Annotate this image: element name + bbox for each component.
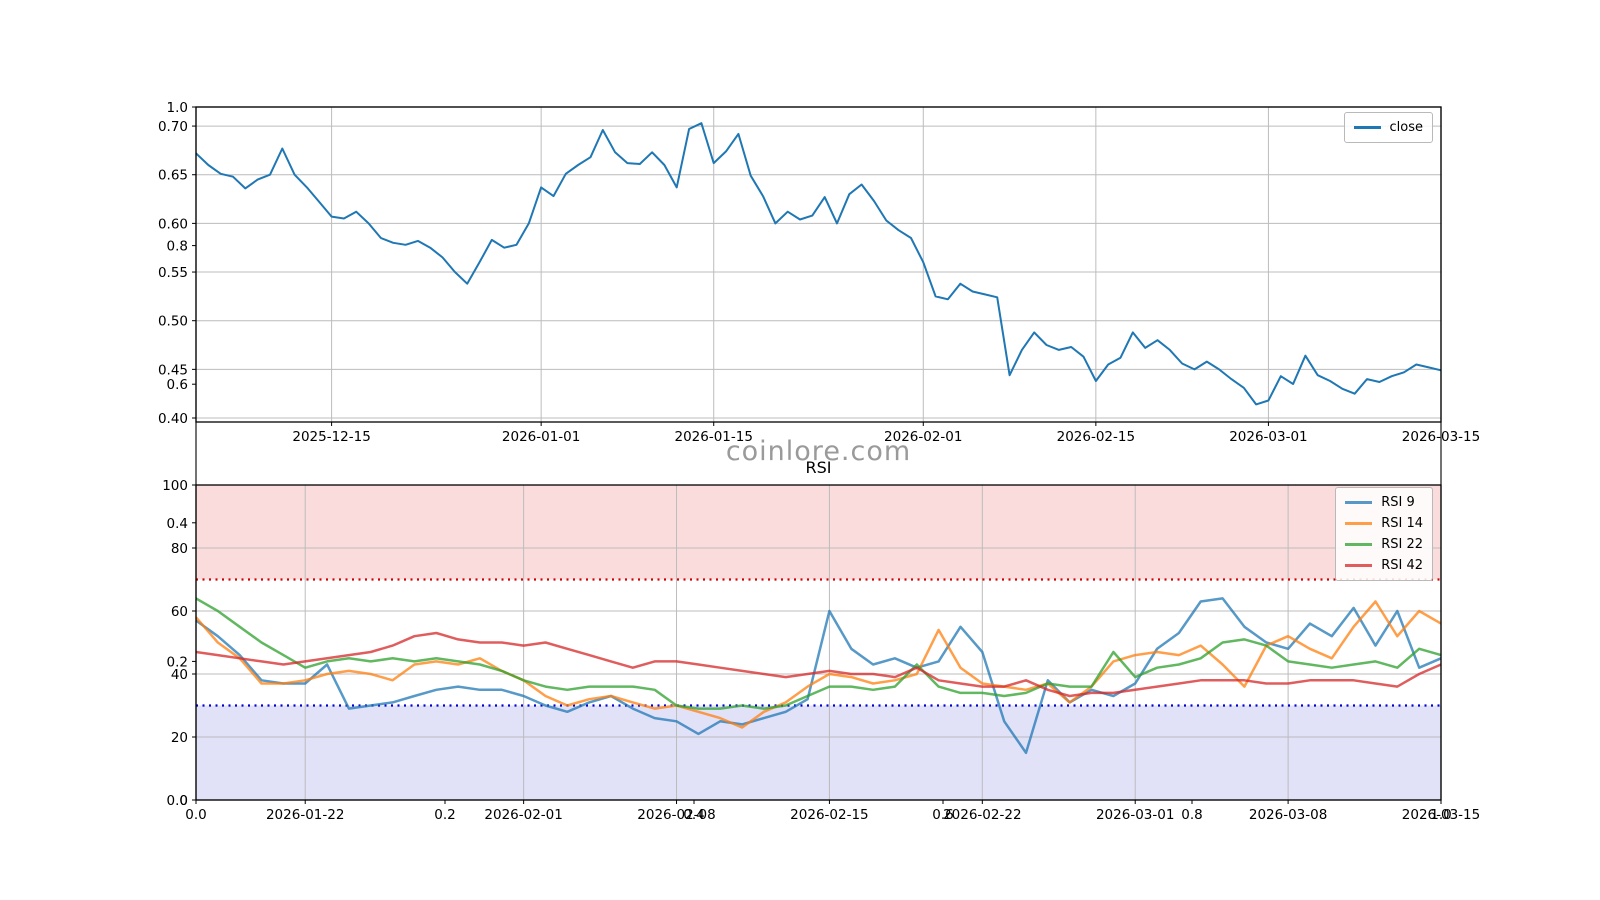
overbought-band <box>196 485 1441 580</box>
rsi-y-tick-label: 80 <box>171 541 188 557</box>
rsi-y-tick-label: 0 <box>179 793 188 809</box>
overlay-x-tick-label: 0.4 <box>683 807 704 823</box>
overlay-y-tick-label: 0.0 <box>167 793 188 809</box>
price-x-tick-label: 2026-02-15 <box>1057 429 1135 445</box>
price-y-tick-label: 0.60 <box>158 216 188 232</box>
rsi-9-line <box>195 597 1442 755</box>
rsi-y-tick-label: 20 <box>171 730 188 746</box>
price-x-tick-label: 2025-12-15 <box>292 429 370 445</box>
price-y-tick-label: 0.45 <box>158 362 188 378</box>
rsi-x-tick-label: 2026-01-22 <box>266 807 344 823</box>
rsi-x-tick-label: 2026-02-15 <box>790 807 868 823</box>
rsi-chart-area: 2026-01-22 2026-02-01 2026-02-08 2026-02-15… <box>162 478 1480 823</box>
price-axes-frame <box>195 106 1442 423</box>
overlay-y-tick-label: 0.6 <box>167 377 188 393</box>
price-y-tick-label: 0.50 <box>158 314 188 330</box>
price-x-tick-label: 2026-02-01 <box>884 429 962 445</box>
overlay-x-tick-label: 0.2 <box>434 807 455 823</box>
rsi-y-tick-label: 100 <box>162 478 188 494</box>
rsi-x-tick-label: 2026-03-01 <box>1096 807 1174 823</box>
close-line <box>195 122 1442 406</box>
rsi-42-legend-line-icon <box>1345 564 1373 567</box>
close-legend-line-icon <box>1353 126 1381 129</box>
rsi-22-legend-line-icon <box>1345 543 1373 546</box>
overlay-axes-frame <box>195 106 1442 801</box>
legend-entry: RSI 22 <box>1345 534 1423 555</box>
rsi-14-legend-line-icon <box>1345 522 1373 525</box>
rsi-y-tick-label: 40 <box>171 667 188 683</box>
price-y-tick-label: 0.65 <box>158 168 188 184</box>
oversold-band <box>196 705 1441 800</box>
legend-entry: RSI 9 <box>1345 492 1423 513</box>
rsi-22-line <box>195 597 1442 710</box>
legend-entry: RSI 14 <box>1345 513 1423 534</box>
overlay-x-tick-label: 0.6 <box>932 807 953 823</box>
legend-entry: close <box>1353 117 1423 138</box>
rsi-x-tick-label: 2026-02-22 <box>943 807 1021 823</box>
rsi-42-line <box>195 631 1442 698</box>
rsi-chart-title: RSI <box>805 458 832 477</box>
price-y-tick-label: 0.55 <box>158 265 188 281</box>
price-x-tick-label: 2026-03-01 <box>1229 429 1307 445</box>
legend-label: RSI 22 <box>1381 537 1423 552</box>
legend-label: RSI 42 <box>1381 558 1423 573</box>
overlay-x-tick-label: 0.0 <box>185 807 206 823</box>
rsi-9-legend-line-icon <box>1345 501 1373 504</box>
rsi-y-tick-label: 60 <box>171 604 188 620</box>
rsi-x-tick-label: 2026-02-01 <box>484 807 562 823</box>
rsi-x-tick-label: 2026-03-15 <box>1402 807 1480 823</box>
price-chart-area: 2025-12-15 2026-01-01 2026-01-15 2026-02-01… <box>158 106 1480 445</box>
overlay-x-tick-label: 0.8 <box>1181 807 1202 823</box>
legend-label: RSI 14 <box>1381 516 1423 531</box>
price-legend: close <box>1343 112 1433 143</box>
price-x-tick-label: 2026-01-01 <box>502 429 580 445</box>
rsi-legend: RSI 9 RSI 14 RSI 22 RSI 42 <box>1335 487 1433 581</box>
price-y-tick-label: 0.40 <box>158 411 188 427</box>
rsi-x-tick-label: 2026-03-08 <box>1249 807 1327 823</box>
legend-entry: RSI 42 <box>1345 555 1423 576</box>
overlay-y-tick-label: 0.2 <box>167 654 188 670</box>
price-y-tick-label: 0.70 <box>158 119 188 135</box>
watermark: coinlore.com <box>725 436 912 467</box>
price-x-tick-label: 2026-01-15 <box>674 429 752 445</box>
overlay-axes: 1.0 0.8 0.6 0.4 0.2 0.00.0 0.2 0.4 0.6 0.8 1.0 <box>167 100 1452 823</box>
overlay-x-tick-label: 1.0 <box>1430 807 1451 823</box>
rsi-14-line <box>195 600 1442 729</box>
legend-label: close <box>1389 120 1423 135</box>
overlay-y-tick-label: 1.0 <box>167 100 188 116</box>
legend-label: RSI 9 <box>1381 495 1415 510</box>
rsi-x-tick-label: 2026-02-08 <box>637 807 715 823</box>
overlay-y-tick-label: 0.8 <box>167 239 188 255</box>
overlay-y-tick-label: 0.4 <box>167 516 188 532</box>
